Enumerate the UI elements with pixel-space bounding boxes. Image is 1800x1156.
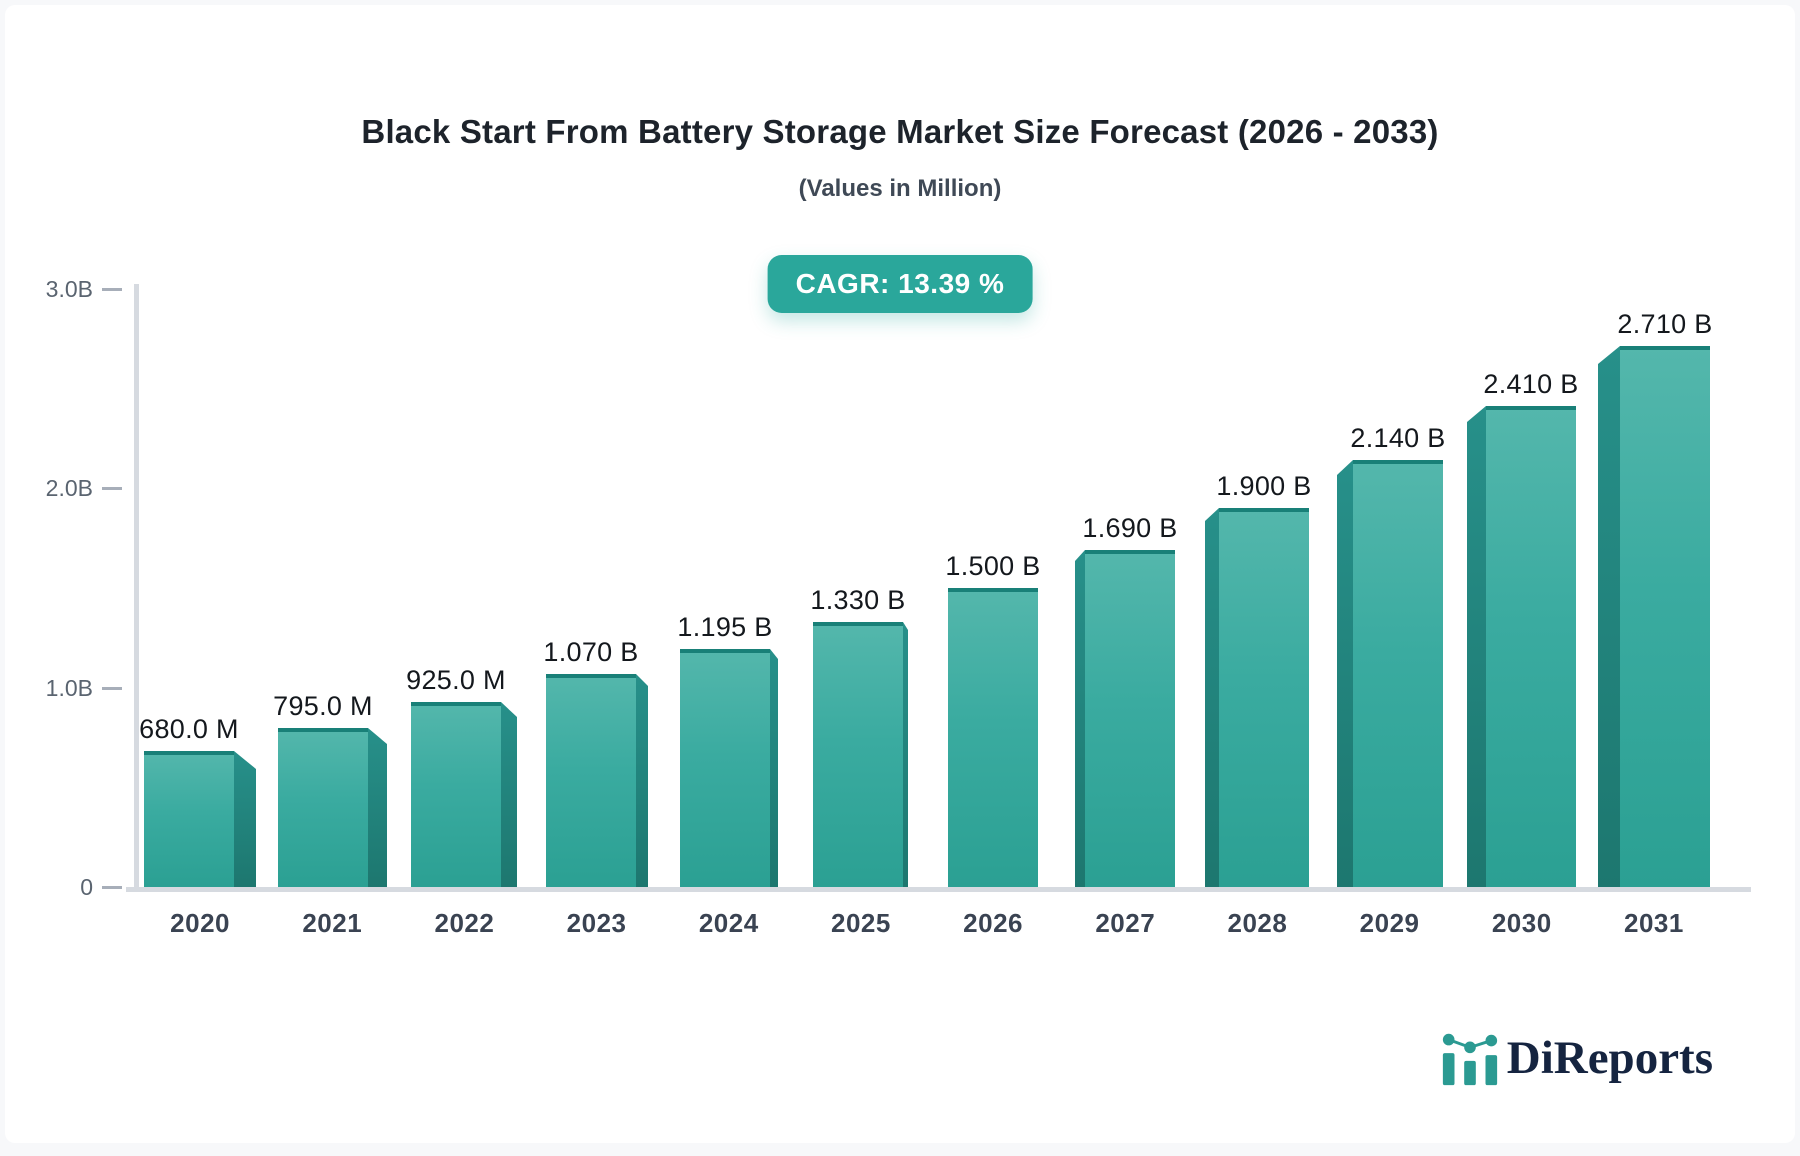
- x-axis-line: [126, 887, 1751, 892]
- bar: [144, 751, 234, 887]
- bar-value-label: 2.710 B: [1617, 309, 1713, 339]
- bar-value-label: 1.500 B: [945, 551, 1041, 581]
- x-axis-label: 2026: [963, 908, 1023, 938]
- y-tick-label: 1.0B: [45, 674, 93, 701]
- bar: [1353, 460, 1443, 887]
- bar: [1219, 508, 1309, 887]
- y-tick-mark: [102, 487, 122, 490]
- x-axis-label: 2021: [302, 908, 363, 938]
- chart-subtitle: (Values in Million): [798, 175, 1002, 202]
- y-tick-label: 3.0B: [45, 275, 93, 302]
- bar-value-label: 925.0 M: [406, 665, 506, 695]
- x-axis-label: 2020: [170, 908, 230, 938]
- x-axis-label: 2031: [1623, 908, 1684, 938]
- bar-side-face: [1337, 460, 1353, 887]
- bar-side-face: [1467, 406, 1486, 887]
- bar-side-face: [501, 702, 517, 887]
- bar-top-edge: [680, 649, 770, 653]
- x-axis-label: 2028: [1227, 908, 1288, 938]
- bar-top-edge: [1353, 460, 1443, 464]
- bar-top-edge: [1219, 508, 1309, 512]
- bar: [546, 674, 636, 887]
- bar-top-edge: [948, 588, 1038, 592]
- bar: [1486, 406, 1576, 887]
- bar-top-edge: [546, 674, 636, 678]
- bar-chart-trend-icon: [1442, 1033, 1497, 1086]
- bar-value-label: 2.410 B: [1483, 369, 1579, 399]
- bar-value-label: 1.900 B: [1216, 471, 1312, 501]
- direports-logo: DiReports: [1439, 1027, 1713, 1089]
- bar-side-face: [1205, 508, 1219, 887]
- bar-side-face: [1075, 550, 1085, 887]
- y-tick-label: 0: [80, 874, 93, 900]
- y-tick-mark: [102, 287, 122, 291]
- x-axis-label: 2029: [1359, 908, 1420, 938]
- bar-top-edge: [144, 751, 234, 755]
- y-tick-mark: [102, 886, 122, 889]
- bar-value-label: 1.330 B: [810, 585, 906, 615]
- chart-card: Black Start From Battery Storage Market …: [5, 5, 1795, 1143]
- y-tick-label: 2.0B: [45, 475, 93, 501]
- bar-top-edge: [1486, 406, 1576, 410]
- bar-top-edge: [1620, 346, 1710, 350]
- bar-side-face: [368, 728, 387, 887]
- cagr-badge: CAGR: 13.39 %: [767, 255, 1033, 313]
- bar: [278, 728, 368, 887]
- x-axis-label: 2023: [566, 908, 627, 938]
- bar-side-face: [636, 674, 648, 887]
- y-tick-mark: [102, 686, 122, 690]
- bar: [1085, 550, 1175, 887]
- x-axis-label: 2025: [830, 908, 891, 938]
- bar: [680, 649, 770, 887]
- bar-value-label: 795.0 M: [273, 691, 373, 721]
- bar-value-label: 1.690 B: [1082, 513, 1178, 543]
- bar-value-label: 2.140 B: [1350, 423, 1446, 453]
- x-axis-label: 2024: [698, 908, 759, 938]
- bar-side-face: [234, 751, 256, 887]
- x-axis-label: 2027: [1095, 908, 1156, 938]
- bar-top-edge: [278, 728, 368, 732]
- bar: [411, 702, 501, 887]
- bar-top-edge: [411, 702, 501, 706]
- bar-value-label: 1.070 B: [543, 637, 639, 667]
- bar-value-label: 1.195 B: [677, 612, 773, 642]
- y-axis-line: [134, 284, 139, 887]
- bar-top-edge: [1085, 550, 1175, 554]
- logo-wordmark: DiReports: [1506, 1032, 1713, 1084]
- bar-side-face: [1598, 346, 1620, 887]
- bar: [948, 588, 1038, 887]
- chart-title: Black Start From Battery Storage Market …: [361, 113, 1439, 150]
- bar: [1620, 346, 1710, 887]
- bar-top-edge: [813, 622, 903, 626]
- bar-side-face: [770, 649, 778, 887]
- x-axis-label: 2022: [434, 908, 495, 938]
- bar-value-label: 680.0 M: [139, 714, 239, 744]
- bar: [813, 622, 903, 887]
- bar-side-face: [903, 622, 908, 887]
- x-axis-label: 2030: [1491, 908, 1552, 938]
